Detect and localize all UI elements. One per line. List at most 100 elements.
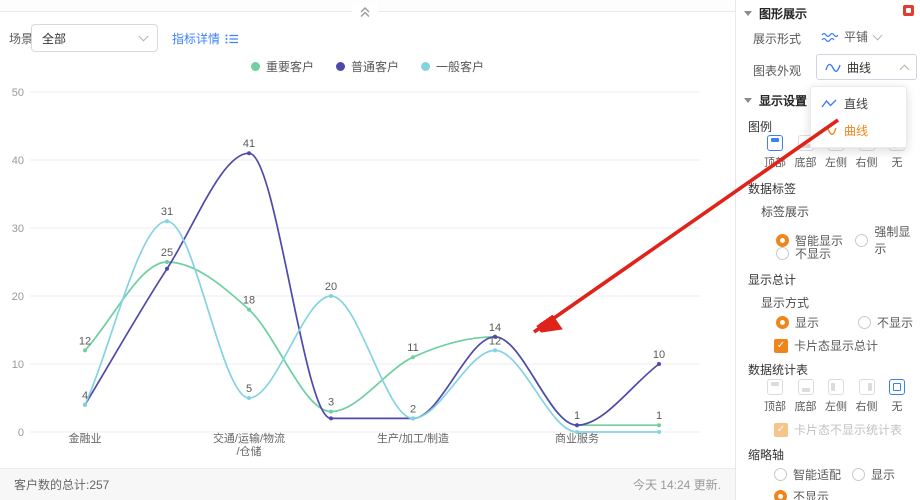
data-point[interactable] — [575, 423, 579, 428]
option-curve-line[interactable]: 曲线 — [811, 117, 906, 144]
data-point[interactable] — [411, 416, 415, 421]
list-icon — [225, 34, 239, 43]
data-label: 14 — [489, 322, 501, 334]
option-label: 顶部 — [764, 157, 786, 169]
legend-item[interactable]: 普通客户 — [335, 58, 399, 75]
chevron-down-icon — [872, 30, 883, 40]
option-label: 左侧 — [825, 401, 847, 413]
data-point[interactable] — [247, 151, 251, 156]
option-label: 曲线 — [844, 124, 869, 138]
radio-icon — [855, 233, 869, 247]
radio-label: 不显示 — [877, 316, 914, 330]
y-axis-tick: 0 — [18, 427, 24, 439]
data-point[interactable] — [83, 348, 87, 353]
legend-dot-icon — [250, 62, 260, 71]
option-label: 底部 — [794, 157, 817, 169]
data-point[interactable] — [329, 294, 333, 298]
legend-item[interactable]: 重要客户 — [250, 58, 314, 75]
section-display-settings[interactable]: 显示设置 — [744, 92, 807, 109]
data-label: 1 — [656, 410, 662, 422]
data-point[interactable] — [493, 334, 497, 339]
radio-hide[interactable]: 不显示 — [858, 314, 913, 331]
data-point[interactable] — [575, 430, 579, 434]
position-bottom-icon — [797, 379, 814, 395]
card-stats-checkbox[interactable]: 卡片态不显示统计表 — [774, 421, 902, 438]
stats-position-options: 顶部 底部 左侧 右侧 无 — [760, 379, 912, 414]
data-label: 12 — [489, 335, 501, 347]
radio-label: 不显示 — [793, 490, 830, 500]
legend-position-top[interactable]: 顶部 — [760, 135, 790, 170]
card-total-checkbox[interactable]: 卡片态显示总计 — [774, 337, 878, 354]
position-left-icon — [828, 379, 844, 395]
stats-position-none[interactable]: 无 — [882, 379, 912, 414]
label-display-label: 标签展示 — [761, 205, 810, 219]
legend-item[interactable]: 一般客户 — [421, 58, 484, 75]
data-point[interactable] — [165, 266, 169, 271]
y-axis-tick: 50 — [12, 87, 24, 99]
appearance-select[interactable]: 曲线 — [816, 54, 917, 80]
option-straight-line[interactable]: 直线 — [811, 90, 906, 117]
axis-radios: 智能适配 显示 — [774, 466, 895, 483]
section-graph-display-label: 图形展示 — [759, 7, 808, 21]
chart-legend: 重要客户 普通客户 一般客户 — [0, 58, 735, 75]
stats-position-bottom[interactable]: 底部 — [791, 379, 821, 414]
stats-position-top[interactable]: 顶部 — [760, 379, 790, 414]
data-point[interactable] — [493, 348, 497, 353]
section-graph-display[interactable]: 图形展示 — [744, 5, 807, 22]
data-label: 18 — [243, 295, 255, 307]
radio-axis-hide[interactable]: 不显示 — [774, 488, 829, 500]
radio-no-display[interactable]: 不显示 — [776, 245, 831, 262]
display-form-select[interactable]: 平铺 — [821, 28, 883, 45]
settings-panel: 图形展示 展示形式 平铺 图表外观 曲线 显示设置 图例 — [735, 0, 920, 500]
radio-smart-fit[interactable]: 智能适配 — [774, 466, 846, 483]
radio-icon — [774, 490, 787, 500]
appearance-row: 图表外观 — [753, 62, 801, 79]
data-point[interactable] — [411, 355, 415, 360]
radio-axis-show[interactable]: 显示 — [852, 466, 895, 483]
data-label-group-label: 数据标签 — [748, 182, 797, 196]
radio-show[interactable]: 显示 — [776, 314, 852, 331]
radio-label: 显示 — [871, 468, 896, 482]
data-label: 10 — [653, 349, 665, 361]
record-indicator-icon — [903, 5, 914, 16]
data-point[interactable] — [657, 423, 661, 428]
radio-force-display[interactable]: 强制显示 — [855, 223, 920, 257]
series-line-普通客户[interactable] — [84, 152, 660, 427]
radio-icon — [852, 468, 865, 481]
stats-position-left[interactable]: 左侧 — [821, 379, 851, 414]
option-label: 顶部 — [764, 401, 786, 413]
series-line-重要客户[interactable] — [84, 261, 659, 427]
display-form-value: 平铺 — [844, 30, 869, 44]
data-label: 31 — [161, 206, 173, 218]
data-point[interactable] — [165, 260, 169, 264]
data-point[interactable] — [329, 416, 333, 421]
filter-bar: 场景 全部 指标详情 — [0, 22, 735, 56]
indicator-detail-link[interactable]: 指标详情 — [172, 30, 239, 47]
data-point[interactable] — [657, 362, 661, 366]
stats-position-right[interactable]: 右侧 — [852, 379, 882, 414]
radio-icon — [858, 316, 871, 329]
data-point[interactable] — [247, 396, 251, 400]
option-label: 直线 — [844, 97, 869, 111]
position-top-icon — [767, 135, 783, 151]
checkbox-label: 卡片态显示总计 — [794, 339, 879, 353]
data-label: 12 — [79, 335, 91, 347]
scene-select[interactable]: 全部 — [31, 24, 158, 52]
data-point[interactable] — [165, 219, 169, 224]
radio-icon — [774, 468, 787, 481]
data-point[interactable] — [329, 409, 333, 414]
option-label: 无 — [891, 401, 903, 413]
collapse-chevron-icon[interactable] — [352, 3, 378, 19]
data-point[interactable] — [247, 307, 251, 312]
axis-group-label: 缩略轴 — [748, 448, 785, 462]
data-label: 25 — [161, 247, 173, 259]
y-axis-tick: 10 — [12, 359, 24, 371]
data-point[interactable] — [83, 402, 87, 407]
legend-dot-icon — [421, 62, 430, 71]
radio-icon — [776, 247, 789, 260]
radio-label: 显示 — [795, 316, 820, 330]
data-label: 20 — [325, 281, 337, 293]
data-point[interactable] — [657, 430, 661, 434]
legend-label: 普通客户 — [350, 60, 399, 74]
